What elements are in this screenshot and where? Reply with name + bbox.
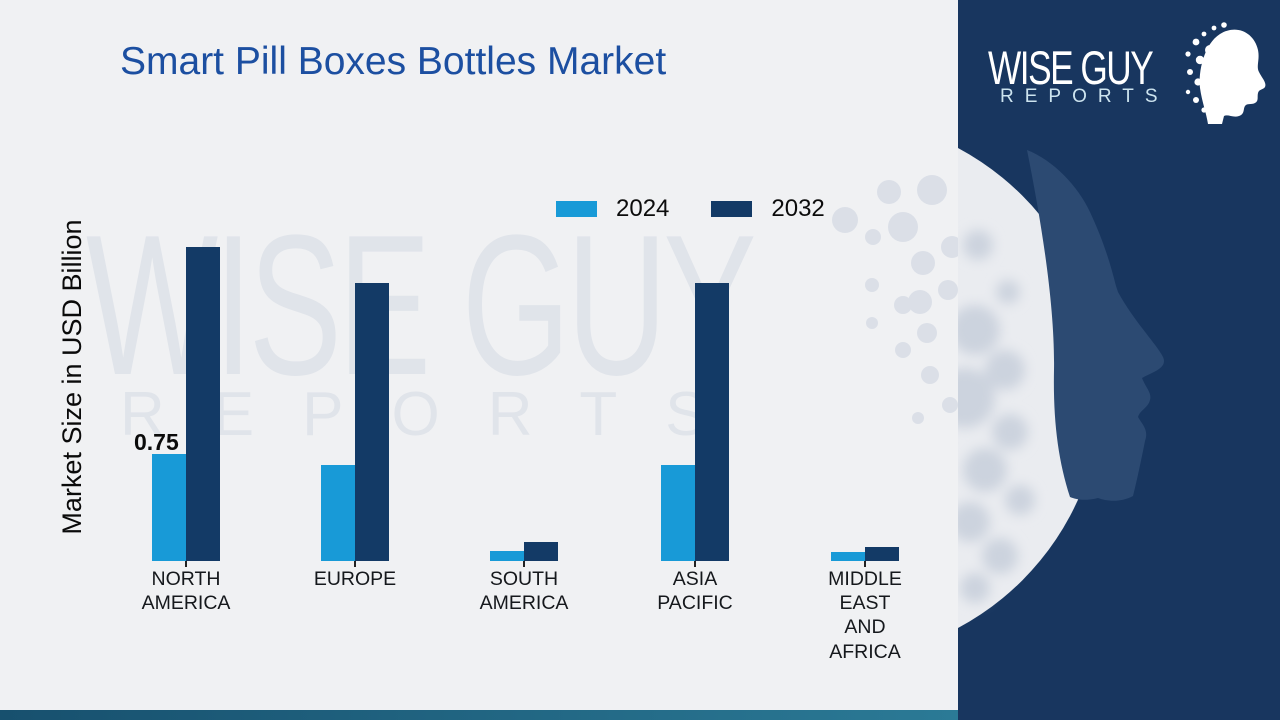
logo-reports-text: REPORTS bbox=[1000, 86, 1169, 107]
bar-2032-europe bbox=[355, 283, 389, 561]
bar-2032-north-america bbox=[186, 247, 220, 561]
logo-wiseguy-text: WISE GUY bbox=[988, 41, 1154, 94]
watermark-dots-pattern bbox=[832, 175, 963, 424]
bar-2032-asia-pacific bbox=[695, 283, 729, 561]
legend-label-2024: 2024 bbox=[616, 195, 670, 222]
bar-2032-south-america bbox=[524, 542, 558, 561]
chart-title: Smart Pill Boxes Bottles Market bbox=[120, 40, 667, 83]
bar-2024-north-america bbox=[152, 454, 186, 561]
x-axis-tick-asia-pacific bbox=[694, 561, 696, 567]
logo-head-icon bbox=[1185, 22, 1266, 124]
panel-circle-blobs bbox=[958, 230, 1035, 603]
category-label-south-america: SOUTH AMERICA bbox=[479, 568, 569, 615]
category-label-middle-east-and-africa: MIDDLE EAST AND AFRICA bbox=[828, 568, 902, 663]
bar-2024-asia-pacific bbox=[661, 465, 695, 561]
bar-2024-south-america bbox=[490, 551, 524, 561]
y-axis-label: Market Size in USD Billion bbox=[57, 219, 87, 535]
panel-face-silhouette bbox=[1027, 150, 1164, 501]
category-label-north-america: NORTH AMERICA bbox=[141, 568, 231, 615]
category-label-asia-pacific: ASIA PACIFIC bbox=[657, 568, 733, 615]
data-label-north-america-2024: 0.75 bbox=[134, 429, 179, 455]
brand-panel: WISE GUY REPORTS bbox=[958, 0, 1280, 720]
bar-2024-europe bbox=[321, 465, 355, 561]
chart-legend: 2024 2032 bbox=[556, 195, 825, 223]
bar-2024-middle-east-and-africa bbox=[831, 552, 865, 561]
x-axis-tick-north-america bbox=[185, 561, 187, 567]
legend-swatch-2032 bbox=[711, 201, 753, 217]
x-axis-tick-south-america bbox=[523, 561, 525, 567]
category-label-europe: EUROPE bbox=[313, 568, 397, 590]
footer-accent-bar bbox=[0, 710, 958, 720]
legend-swatch-2024 bbox=[556, 201, 597, 217]
x-axis-tick-middle-east-and-africa bbox=[864, 561, 866, 567]
bar-2032-middle-east-and-africa bbox=[865, 547, 899, 561]
x-axis-tick-europe bbox=[354, 561, 356, 567]
legend-label-2032: 2032 bbox=[771, 195, 825, 222]
